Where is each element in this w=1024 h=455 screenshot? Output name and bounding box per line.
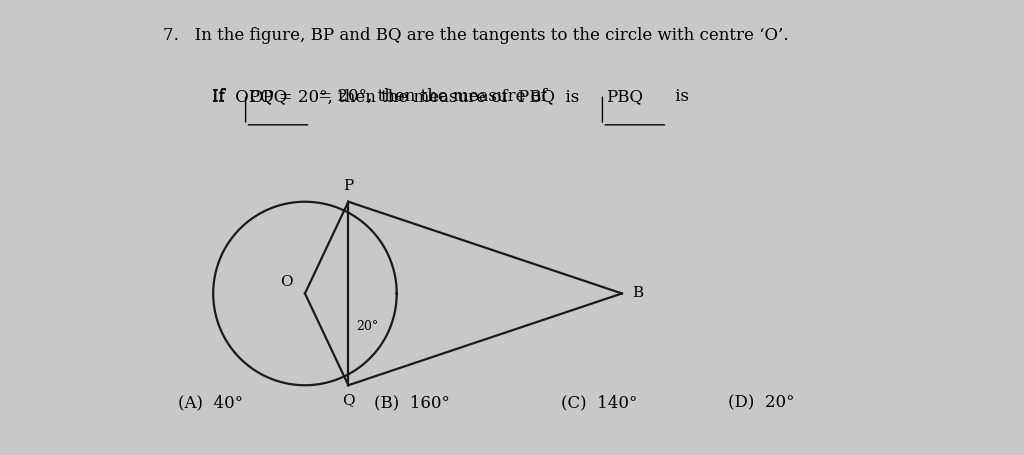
Text: (C)  140°: (C) 140° [561, 394, 638, 411]
Text: 20°: 20° [356, 320, 379, 333]
Text: is: is [671, 88, 689, 105]
Text: = 20°, then the measure of: = 20°, then the measure of [313, 88, 553, 105]
Text: (B)  160°: (B) 160° [375, 394, 451, 411]
Text: P: P [343, 179, 353, 193]
Text: (A)  40°: (A) 40° [178, 394, 243, 411]
Text: If: If [212, 88, 230, 105]
Text: B: B [632, 287, 643, 300]
Text: Q: Q [342, 394, 354, 408]
Text: If  OPQ = 20°, then the measure of  PBQ  is: If OPQ = 20°, then the measure of PBQ is [212, 88, 580, 105]
Text: If: If [212, 88, 230, 105]
Text: PBQ: PBQ [606, 88, 643, 105]
Text: 7.   In the figure, BP and BQ are the tangents to the circle with centre ‘O’.: 7. In the figure, BP and BQ are the tang… [163, 26, 788, 44]
Text: (D)  20°: (D) 20° [728, 394, 795, 411]
Text: OPQ: OPQ [250, 88, 288, 105]
Text: O: O [280, 275, 293, 289]
